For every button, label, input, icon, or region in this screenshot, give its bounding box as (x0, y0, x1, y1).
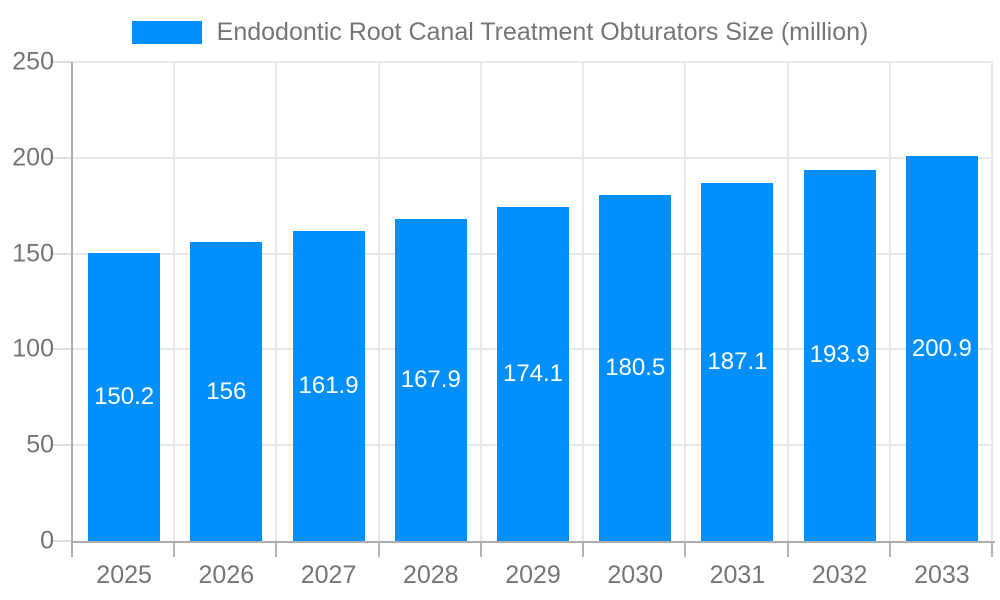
y-axis-label: 50 (26, 430, 54, 459)
x-axis-tick (991, 542, 993, 557)
h-gridline (73, 156, 993, 159)
bar-2033: 200.9 (905, 156, 978, 541)
y-axis-tick (52, 252, 73, 255)
legend-item[interactable]: Endodontic Root Canal Treatment Obturato… (131, 18, 869, 47)
v-gridline (991, 62, 993, 541)
v-gridline (582, 62, 585, 541)
x-axis-line (71, 541, 995, 543)
h-gridline (73, 61, 993, 63)
bar-value-label: 167.9 (400, 366, 461, 394)
y-axis-tick (52, 348, 73, 351)
y-axis-label: 100 (12, 334, 54, 363)
y-axis-label: 150 (12, 239, 54, 268)
bar-value-label: 156 (206, 377, 247, 405)
bar-value-label: 180.5 (605, 354, 666, 382)
y-axis-tick (52, 61, 73, 63)
x-axis-tick (786, 542, 789, 557)
y-axis-label: 250 (12, 47, 54, 76)
bar-2025: 150.2 (88, 253, 161, 541)
bar-2028: 167.9 (394, 219, 467, 541)
v-gridline (786, 62, 789, 541)
x-axis-label: 2025 (96, 561, 152, 589)
legend-swatch (131, 21, 202, 44)
y-axis-label: 200 (12, 143, 54, 172)
x-axis-tick (377, 542, 380, 557)
v-gridline (173, 62, 176, 541)
y-axis-tick (52, 156, 73, 159)
x-axis-label: 2026 (198, 561, 255, 589)
legend-label: Endodontic Root Canal Treatment Obturato… (216, 18, 869, 46)
bar-value-label: 174.1 (502, 360, 564, 388)
v-gridline (377, 62, 380, 541)
chart-legend: Endodontic Root Canal Treatment Obturato… (0, 18, 1000, 47)
v-gridline (888, 62, 891, 541)
v-gridline (479, 62, 482, 541)
y-axis-tick (52, 444, 73, 447)
x-axis-label: 2033 (914, 561, 970, 589)
v-gridline (684, 62, 687, 541)
bar-value-label: 150.2 (94, 383, 155, 411)
y-axis-tick (52, 540, 73, 542)
v-gridline (275, 62, 278, 541)
bar-2032: 193.9 (803, 169, 876, 541)
x-axis-label: 2030 (607, 561, 664, 589)
x-axis-label: 2032 (811, 561, 868, 589)
bar-2027: 161.9 (292, 230, 365, 541)
plot-area: 0 50 100 150 200 250 150.2 2025 156 2026 161.9 2027… (12, 48, 995, 589)
x-axis-tick (582, 542, 585, 557)
x-axis-tick (479, 542, 482, 557)
x-axis-label: 2029 (505, 561, 561, 589)
x-axis-label: 2031 (709, 561, 766, 589)
x-axis-tick (173, 542, 176, 557)
bar-value-label: 193.9 (809, 341, 870, 369)
x-axis-label: 2027 (300, 561, 357, 589)
bar-value-label: 200.9 (911, 334, 972, 362)
bar-value-label: 187.1 (707, 347, 768, 375)
y-axis-label: 0 (40, 526, 54, 555)
y-axis-line (71, 62, 73, 556)
x-axis-tick (888, 542, 891, 557)
bar-2026: 156 (190, 242, 263, 541)
bar-2029: 174.1 (497, 207, 569, 541)
x-axis-tick (275, 542, 278, 557)
x-axis-label: 2028 (402, 561, 459, 589)
bar-value-label: 161.9 (298, 371, 359, 399)
bar-2030: 180.5 (599, 195, 672, 541)
bar-2031: 187.1 (701, 182, 774, 541)
x-axis-tick (684, 542, 687, 557)
